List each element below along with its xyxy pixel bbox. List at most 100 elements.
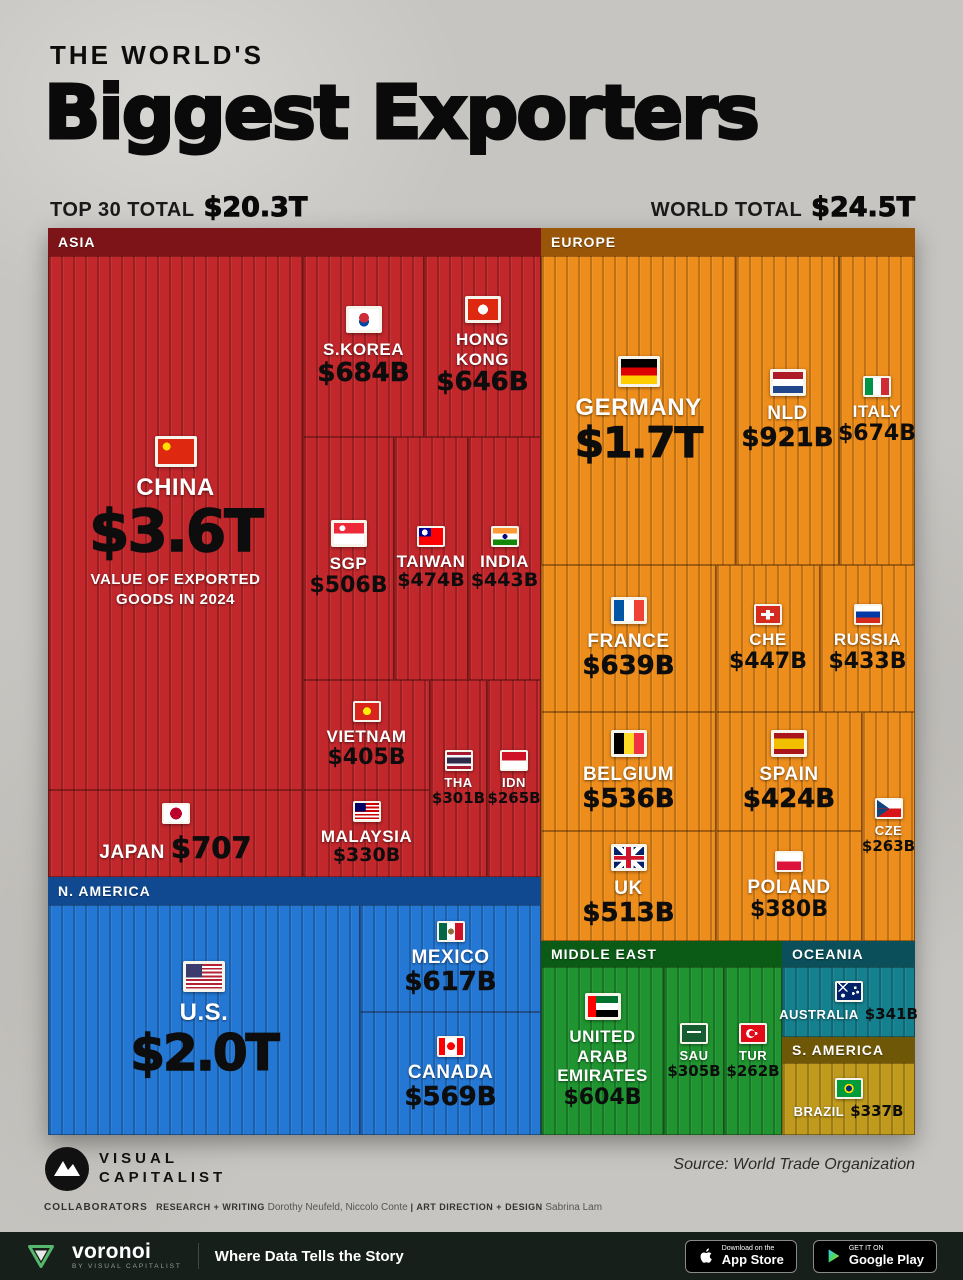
top30-total-label: TOP 30 TOTAL xyxy=(50,199,195,221)
country-name: JAPAN xyxy=(99,842,165,864)
country-value: $433B xyxy=(828,648,907,674)
country-value: $265B xyxy=(487,789,541,808)
google-play-line1: GET IT ON xyxy=(848,1244,884,1252)
source-attribution: Source: World Trade Organization xyxy=(673,1156,915,1173)
design-label: ART DIRECTION + DESIGN xyxy=(416,1202,543,1212)
treemap-block-malaysia: MALAYSIA $330B xyxy=(303,790,430,877)
treemap-block-india: INDIA $443B xyxy=(468,437,541,680)
country-name: ITALY xyxy=(852,402,902,422)
voronoi-brand-sub: BY VISUAL CAPITALIST xyxy=(72,1263,182,1271)
treemap-block-china: CHINA $3.6T VALUE OF EXPORTED GOODS IN 2… xyxy=(48,256,303,790)
design-names: Sabrina Lam xyxy=(545,1202,603,1213)
country-value: $337B xyxy=(850,1102,904,1121)
malaysia-flag-icon xyxy=(352,800,381,822)
brazil-flag-icon xyxy=(834,1078,863,1100)
region-label-n-america: N. AMERICA xyxy=(48,877,541,905)
taiwan-flag-icon xyxy=(417,525,445,547)
country-name: UK xyxy=(614,878,643,900)
belgium-flag-icon xyxy=(610,729,647,757)
france-flag-icon xyxy=(610,596,647,624)
treemap-block-mexico: MEXICO $617B xyxy=(360,905,541,1012)
google-play-line2: Google Play xyxy=(848,1251,924,1267)
country-value: $684B xyxy=(317,357,410,388)
saudi-arabia-flag-icon xyxy=(680,1022,708,1044)
app-store-line1: Download on the xyxy=(721,1244,775,1252)
singapore-flag-icon xyxy=(330,520,367,548)
treemap-block-netherlands: NLD $921B xyxy=(736,256,839,565)
treemap-block-saudi-arabia: SAU $305B xyxy=(664,967,724,1135)
bottom-bar-divider xyxy=(197,1243,199,1269)
country-name: AUSTRALIA xyxy=(779,1007,859,1023)
country-name: TAIWAN xyxy=(396,551,466,571)
country-value: $262B xyxy=(726,1061,780,1080)
country-name: RUSSIA xyxy=(833,630,902,650)
app-store-badge[interactable]: Download on the App Store xyxy=(684,1239,797,1273)
country-name: GERMANY xyxy=(575,393,702,421)
treemap-block-france: FRANCE $639B xyxy=(541,565,716,712)
page-title: Biggest Exporters xyxy=(43,69,762,158)
visual-capitalist-logo-icon xyxy=(45,1147,89,1191)
country-value: $263B xyxy=(861,837,916,856)
country-value: $405B xyxy=(327,745,406,771)
canada-flag-icon xyxy=(436,1035,465,1057)
country-value: $301B xyxy=(431,789,486,808)
google-play-badge[interactable]: GET IT ON Google Play xyxy=(812,1239,937,1273)
mexico-flag-icon xyxy=(436,920,465,942)
research-label: RESEARCH + WRITING xyxy=(156,1202,265,1212)
country-name: CHE xyxy=(749,630,787,650)
treemap-block-brazil: BRAZIL $337B xyxy=(782,1063,915,1135)
country-name: CHINA xyxy=(136,473,215,501)
country-value: $674B xyxy=(838,420,916,446)
treemap-block-italy: ITALY $674B xyxy=(838,256,916,565)
us-flag-icon xyxy=(183,960,225,992)
country-note: VALUE OF EXPORTED GOODS IN 2024 xyxy=(90,570,261,609)
visual-capitalist-logo: VISUAL CAPITALIST xyxy=(44,1146,226,1192)
country-name: BELGIUM xyxy=(582,763,675,785)
turkey-flag-icon xyxy=(739,1022,767,1044)
italy-flag-icon xyxy=(863,376,891,398)
poland-flag-icon xyxy=(775,850,803,872)
treemap-block-s-korea: S.KOREA $684B xyxy=(303,256,424,437)
country-value: $569B xyxy=(404,1081,497,1112)
thailand-flag-icon xyxy=(444,750,473,772)
country-name: FRANCE xyxy=(587,630,670,652)
country-value: $474B xyxy=(397,569,465,592)
treemap-block-hong-kong: HONG KONG $646B xyxy=(424,256,541,437)
treemap-block-spain: SPAIN $424B xyxy=(716,712,862,831)
voronoi-brand: voronoi BY VISUAL CAPITALIST xyxy=(72,1241,182,1271)
indonesia-flag-icon xyxy=(500,750,528,772)
google-play-icon xyxy=(828,1249,840,1263)
country-name: POLAND xyxy=(747,876,831,898)
country-value: $921B xyxy=(741,422,834,453)
country-value: $3.6T xyxy=(88,497,264,566)
treemap-block-poland: POLAND $380B xyxy=(716,831,862,941)
top30-total-value: $20.3T xyxy=(203,192,308,224)
country-name: MEXICO xyxy=(411,946,490,968)
collab-divider: | xyxy=(410,1202,414,1212)
south-korea-flag-icon xyxy=(345,306,382,334)
visual-capitalist-logo-text: VISUAL CAPITALIST xyxy=(99,1150,226,1188)
voronoi-brand-name: voronoi xyxy=(72,1240,152,1264)
treemap-block-us: U.S. $2.0T xyxy=(48,905,360,1135)
treemap-block-russia: RUSSIA $433B xyxy=(820,565,915,712)
country-value: $447B xyxy=(729,648,807,674)
collaborators-line: COLLABORATORS RESEARCH + WRITING Dorothy… xyxy=(44,1202,602,1213)
treemap-block-germany: GERMANY $1.7T xyxy=(541,256,736,565)
country-value: $639B xyxy=(582,650,675,681)
country-value: $513B xyxy=(582,898,675,929)
logo-line-1: VISUAL xyxy=(99,1150,179,1168)
treemap-block-vietnam: VIETNAM $405B xyxy=(303,680,430,790)
country-name: BRAZIL xyxy=(793,1104,845,1120)
country-value: $380B xyxy=(750,897,828,923)
country-value: $604B xyxy=(563,1084,642,1110)
treemap-block-indonesia: IDN $265B xyxy=(487,680,541,877)
region-label-middle-east: MIDDLE EAST xyxy=(541,941,782,967)
treemap-block-japan: JAPAN $707 xyxy=(48,790,303,877)
voronoi-logo-icon xyxy=(28,1244,54,1268)
treemap-block-singapore: SGP $506B xyxy=(303,437,394,680)
treemap-block-canada: CANADA $569B xyxy=(360,1012,541,1135)
uk-flag-icon xyxy=(610,844,647,872)
country-value: $443B xyxy=(470,569,539,592)
country-value: $506B xyxy=(309,572,388,598)
